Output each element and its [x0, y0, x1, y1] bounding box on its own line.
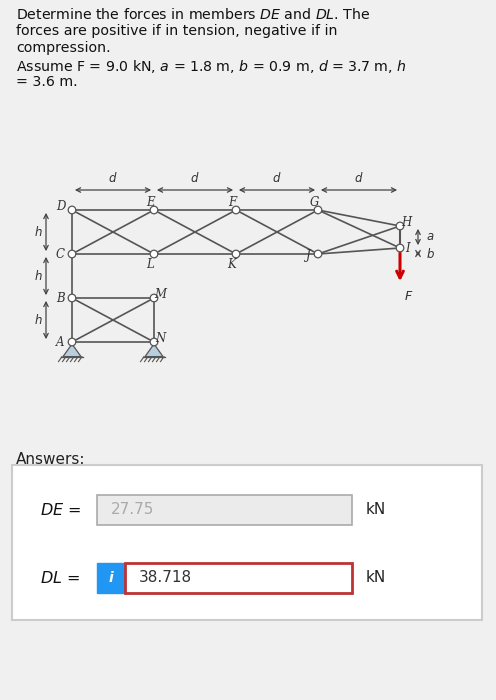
- Text: 38.718: 38.718: [139, 570, 192, 585]
- Polygon shape: [63, 344, 81, 356]
- Text: D: D: [57, 199, 65, 213]
- Text: C: C: [56, 248, 64, 260]
- Circle shape: [150, 338, 158, 346]
- Text: $d$: $d$: [354, 171, 364, 185]
- Polygon shape: [145, 344, 163, 356]
- Text: F: F: [228, 195, 236, 209]
- Text: J: J: [306, 249, 310, 262]
- Text: $h$: $h$: [34, 269, 42, 283]
- Circle shape: [68, 338, 76, 346]
- Text: $d$: $d$: [272, 171, 282, 185]
- Text: N: N: [155, 332, 165, 344]
- Text: $F$: $F$: [404, 290, 413, 303]
- Circle shape: [68, 250, 76, 258]
- Text: = 3.6 m.: = 3.6 m.: [16, 75, 78, 89]
- Circle shape: [150, 250, 158, 258]
- Text: L: L: [146, 258, 154, 270]
- FancyBboxPatch shape: [12, 465, 482, 620]
- Text: kN: kN: [366, 503, 386, 517]
- FancyBboxPatch shape: [125, 563, 352, 593]
- Text: $d$: $d$: [108, 171, 118, 185]
- Text: Assume F = 9.0 kN, $a$ = 1.8 m, $b$ = 0.9 m, $d$ = 3.7 m, $h$: Assume F = 9.0 kN, $a$ = 1.8 m, $b$ = 0.…: [16, 58, 407, 75]
- FancyBboxPatch shape: [97, 563, 125, 593]
- Circle shape: [314, 206, 322, 214]
- Circle shape: [68, 206, 76, 214]
- Circle shape: [68, 294, 76, 302]
- Text: kN: kN: [366, 570, 386, 585]
- Circle shape: [396, 244, 404, 252]
- Text: B: B: [56, 291, 64, 304]
- Text: 27.75: 27.75: [111, 503, 154, 517]
- Text: $h$: $h$: [34, 225, 42, 239]
- Circle shape: [232, 250, 240, 258]
- Text: G: G: [310, 195, 319, 209]
- Circle shape: [150, 206, 158, 214]
- Text: $DL$ =: $DL$ =: [40, 570, 80, 586]
- Text: $h$: $h$: [34, 313, 42, 327]
- Text: compression.: compression.: [16, 41, 111, 55]
- Text: Determine the forces in members $\it{DE}$ and $\it{DL}$. The: Determine the forces in members $\it{DE}…: [16, 7, 371, 22]
- Text: K: K: [228, 258, 237, 270]
- Text: $d$: $d$: [190, 171, 200, 185]
- Text: I: I: [405, 241, 409, 255]
- Text: E: E: [146, 195, 154, 209]
- Circle shape: [396, 222, 404, 230]
- Circle shape: [232, 206, 240, 214]
- Text: A: A: [56, 335, 64, 349]
- Text: Answers:: Answers:: [16, 452, 85, 467]
- Circle shape: [314, 250, 322, 258]
- FancyBboxPatch shape: [97, 495, 352, 525]
- Text: forces are positive if in tension, negative if in: forces are positive if in tension, negat…: [16, 24, 337, 38]
- Text: i: i: [109, 571, 114, 585]
- Text: M: M: [154, 288, 166, 300]
- Circle shape: [150, 294, 158, 302]
- Text: $a$: $a$: [426, 230, 434, 244]
- Text: H: H: [401, 216, 411, 228]
- Text: $DE$ =: $DE$ =: [40, 502, 81, 518]
- Text: $b$: $b$: [426, 246, 435, 260]
